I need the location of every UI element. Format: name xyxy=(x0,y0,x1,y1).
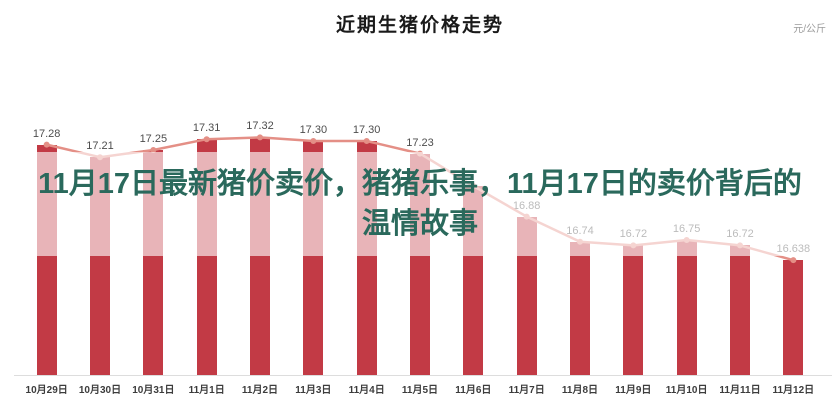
x-axis-label: 10月30日 xyxy=(78,385,122,396)
headline-overlay: 11月17日最新猪价卖价，猪猪乐事，11月17日的卖价背后的温情故事 xyxy=(0,152,840,256)
x-axis-label: 11月5日 xyxy=(401,385,439,396)
x-axis-label: 10月31日 xyxy=(132,385,175,396)
x-axis-label: 11月4日 xyxy=(348,385,385,396)
x-axis-label: 11月11日 xyxy=(719,385,761,396)
x-axis-label: 11月10日 xyxy=(665,385,708,396)
x-axis-label: 11月3日 xyxy=(295,385,332,396)
bar xyxy=(730,245,750,375)
x-axis-label: 11月9日 xyxy=(615,385,652,396)
chart-title: 近期生猪价格走势 xyxy=(335,15,504,36)
bar xyxy=(570,241,590,375)
value-label: 17.32 xyxy=(246,120,274,133)
bar xyxy=(783,260,804,375)
x-axis-label: 11月7日 xyxy=(508,385,545,396)
unit-label: 元/公斤 xyxy=(793,24,826,35)
value-label: 17.21 xyxy=(86,140,114,153)
x-axis-label: 10月29日 xyxy=(25,385,68,396)
x-axis-label: 11月12日 xyxy=(772,385,815,396)
x-axis-label: 11月2日 xyxy=(241,385,279,396)
value-label: 17.30 xyxy=(352,124,381,136)
x-axis-label: 11月6日 xyxy=(455,385,492,396)
value-label: 17.31 xyxy=(192,122,221,135)
x-axis-label: 11月1日 xyxy=(188,385,225,396)
value-label: 17.28 xyxy=(32,127,61,140)
x-axis-label: 11月8日 xyxy=(561,385,599,396)
headline-text: 11月17日最新猪价卖价，猪猪乐事，11月17日的卖价背后的温情故事 xyxy=(38,167,802,240)
value-label: 17.25 xyxy=(139,133,168,145)
x-axis-line xyxy=(14,375,832,376)
value-label: 17.23 xyxy=(406,136,434,149)
value-label: 17.30 xyxy=(299,124,328,136)
bar xyxy=(623,245,644,375)
bar xyxy=(676,240,697,375)
